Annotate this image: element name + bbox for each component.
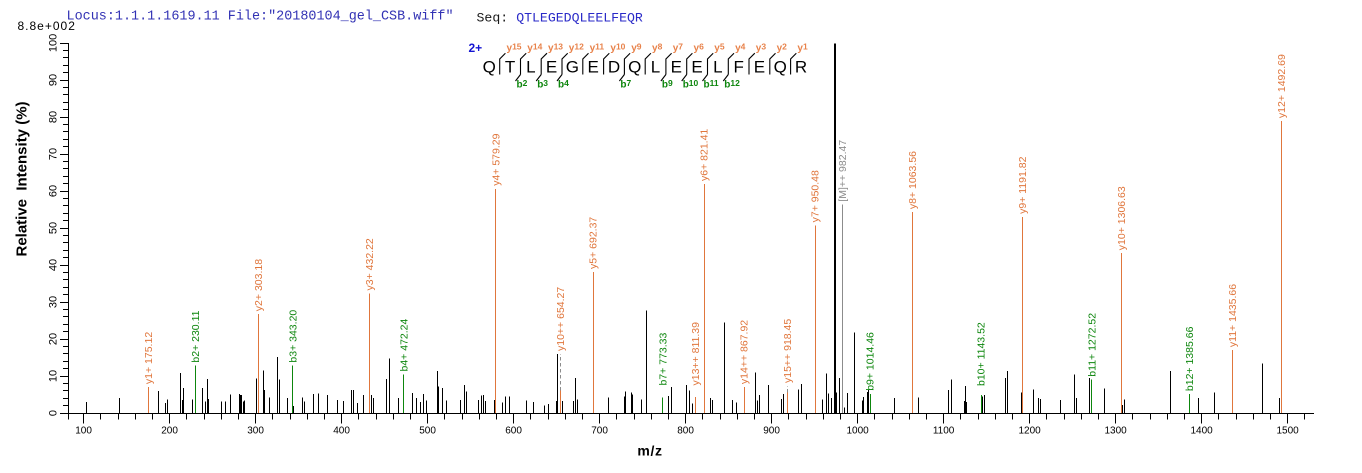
svg-text:Relative Intensity (%): Relative Intensity (%): [14, 101, 31, 256]
svg-text:2+: 2+: [468, 41, 482, 55]
svg-text:400: 400: [333, 426, 350, 437]
svg-text:m/z: m/z: [637, 443, 662, 459]
svg-text:Locus:1.1.1.1619.11 File:"2018: Locus:1.1.1.1619.11 File:"20180104_gel_C…: [67, 10, 454, 25]
svg-text:1300: 1300: [1104, 426, 1127, 437]
svg-text:y8: y8: [652, 42, 663, 55]
svg-text:y13: y13: [548, 42, 563, 55]
svg-text:T: T: [505, 58, 515, 77]
svg-text:b10: b10: [683, 78, 699, 91]
svg-text:E: E: [546, 58, 557, 77]
svg-text:F: F: [734, 58, 744, 77]
svg-text:1100: 1100: [933, 426, 955, 437]
svg-text:E: E: [671, 58, 682, 77]
svg-text:b7: b7: [620, 78, 631, 91]
svg-text:QTLEGEDQLEELFEQR: QTLEGEDQLEELFEQR: [516, 11, 643, 26]
svg-text:b2+ 230.11: b2+ 230.11: [190, 310, 202, 362]
svg-text:1200: 1200: [1018, 426, 1041, 437]
svg-text:Q: Q: [483, 58, 496, 77]
svg-text:y5+ 692.37: y5+ 692.37: [588, 217, 600, 269]
svg-text:8.8e+002: 8.8e+002: [18, 19, 76, 33]
svg-text:70: 70: [48, 148, 60, 160]
svg-text:60: 60: [48, 185, 60, 197]
svg-text:1500: 1500: [1276, 426, 1299, 437]
svg-text:y15: y15: [507, 42, 522, 55]
svg-text:y2+ 303.18: y2+ 303.18: [253, 259, 265, 311]
svg-text:y12+ 1492.69: y12+ 1492.69: [1276, 54, 1288, 118]
svg-text:b7+ 773.33: b7+ 773.33: [657, 332, 669, 385]
svg-text:100: 100: [48, 34, 60, 52]
svg-text:y2: y2: [777, 42, 788, 55]
svg-text:200: 200: [161, 426, 178, 437]
svg-text:y3: y3: [756, 42, 767, 55]
svg-text:b9: b9: [662, 78, 673, 91]
svg-text:y14: y14: [527, 42, 542, 55]
svg-text:D: D: [608, 58, 620, 77]
svg-text:y11+ 1435.66: y11+ 1435.66: [1227, 284, 1239, 347]
svg-text:y6: y6: [694, 42, 705, 55]
svg-text:y15++ 918.45: y15++ 918.45: [782, 319, 794, 383]
svg-text:1000: 1000: [846, 426, 869, 437]
svg-text:y9+ 1191.82: y9+ 1191.82: [1017, 156, 1029, 213]
svg-text:y7: y7: [673, 42, 684, 55]
svg-text:b11: b11: [704, 78, 719, 91]
svg-text:b4: b4: [558, 78, 569, 91]
svg-text:y12: y12: [569, 42, 584, 55]
svg-text:y6+ 821.41: y6+ 821.41: [699, 129, 711, 181]
svg-text:80: 80: [48, 111, 60, 123]
svg-text:0: 0: [48, 410, 60, 416]
svg-text:600: 600: [505, 426, 522, 437]
svg-text:y5: y5: [714, 42, 725, 55]
svg-text:y10: y10: [610, 42, 625, 55]
svg-text:b12+ 1385.66: b12+ 1385.66: [1184, 326, 1196, 391]
svg-text:b3: b3: [537, 78, 548, 91]
svg-text:b9+ 1014.46: b9+ 1014.46: [865, 332, 877, 391]
svg-text:y10+ 1306.63: y10+ 1306.63: [1116, 186, 1128, 250]
svg-text:300: 300: [247, 426, 264, 437]
svg-text:b12: b12: [724, 78, 740, 91]
svg-text:20: 20: [48, 333, 60, 345]
svg-text:40: 40: [48, 259, 60, 271]
svg-text:E: E: [588, 58, 599, 77]
svg-text:Q: Q: [628, 58, 641, 77]
svg-text:b11+ 1272.52: b11+ 1272.52: [1087, 313, 1099, 377]
svg-text:y3+ 432.22: y3+ 432.22: [364, 238, 376, 290]
svg-text:700: 700: [591, 426, 608, 437]
svg-text:y7+ 950.48: y7+ 950.48: [810, 170, 822, 222]
svg-text:G: G: [566, 58, 579, 77]
svg-text:L: L: [526, 58, 535, 77]
svg-text:[M]++ 982.47: [M]++ 982.47: [837, 140, 849, 202]
svg-text:10: 10: [48, 370, 60, 382]
svg-text:E: E: [754, 58, 765, 77]
svg-text:1400: 1400: [1190, 426, 1213, 437]
svg-text:y4: y4: [735, 42, 746, 55]
svg-text:L: L: [651, 58, 660, 77]
svg-text:b2: b2: [517, 78, 528, 91]
svg-text:800: 800: [677, 426, 694, 437]
svg-text:Q: Q: [774, 58, 787, 77]
svg-text:y8+ 1063.56: y8+ 1063.56: [907, 151, 919, 209]
svg-text:y1+ 175.12: y1+ 175.12: [143, 332, 155, 384]
svg-text:y10++ 654.27: y10++ 654.27: [555, 287, 567, 351]
svg-text:E: E: [691, 58, 702, 77]
svg-text:50: 50: [48, 222, 60, 234]
svg-text:100: 100: [75, 426, 92, 437]
svg-text:L: L: [713, 58, 722, 77]
svg-text:y13++ 811.39: y13++ 811.39: [690, 322, 702, 386]
svg-text:y14++ 867.92: y14++ 867.92: [739, 320, 751, 384]
svg-text:Seq:: Seq:: [477, 11, 509, 26]
svg-text:y4+ 579.29: y4+ 579.29: [490, 133, 502, 185]
svg-text:y11: y11: [590, 42, 605, 55]
svg-text:900: 900: [763, 426, 780, 437]
svg-text:30: 30: [48, 296, 60, 308]
svg-text:b10+ 1143.52: b10+ 1143.52: [976, 322, 988, 386]
svg-text:b4+ 472.24: b4+ 472.24: [398, 318, 410, 371]
svg-text:b3+ 343.20: b3+ 343.20: [287, 310, 299, 363]
svg-text:90: 90: [48, 74, 60, 86]
svg-text:y9: y9: [631, 42, 642, 55]
svg-text:500: 500: [419, 426, 436, 437]
svg-text:R: R: [795, 58, 807, 77]
svg-text:y1: y1: [797, 42, 808, 55]
